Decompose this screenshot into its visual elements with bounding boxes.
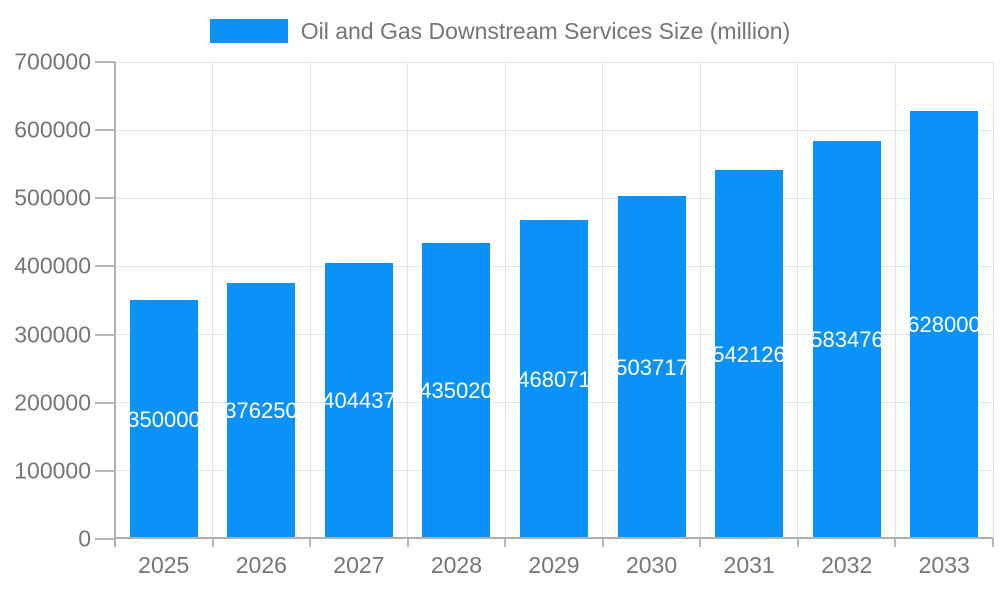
x-axis-label: 2026 <box>235 552 287 578</box>
plot-area: 350000 376250 404437 435020 468071 503717 5421… <box>115 61 994 539</box>
y-axis-tick <box>95 129 115 132</box>
bar-value-label: 583476 <box>813 327 881 352</box>
bar-value-label: 350000 <box>130 406 198 432</box>
bar-2027: 404437 <box>325 263 393 539</box>
y-axis-tick <box>95 61 115 63</box>
bar-value-label: 628000 <box>910 312 978 337</box>
gridline-vertical <box>602 62 604 539</box>
bar-value-label: 503717 <box>618 354 686 380</box>
x-axis-tick <box>601 539 604 547</box>
y-axis-label: 0 <box>78 525 91 552</box>
x-axis-label: 2027 <box>333 552 385 578</box>
y-axis-tick <box>95 469 115 472</box>
y-axis-label: 600000 <box>14 116 91 143</box>
chart-legend: Oil and Gas Downstream Services Size (mi… <box>0 8 1000 54</box>
gridline-vertical <box>407 62 409 539</box>
y-axis-label: 400000 <box>14 252 91 279</box>
gridline-horizontal <box>115 197 993 199</box>
y-axis-label: 100000 <box>14 457 91 484</box>
y-axis-line <box>114 62 116 547</box>
y-axis-label: 500000 <box>14 184 91 211</box>
bar-2031: 542126 <box>715 170 783 539</box>
bar-2032: 583476 <box>813 141 881 539</box>
gridline-vertical <box>212 62 214 539</box>
bar-value-label: 468071 <box>520 366 588 392</box>
bar-2030: 503717 <box>618 196 686 539</box>
x-axis-label: 2025 <box>138 552 190 578</box>
x-axis-label: 2029 <box>528 552 580 578</box>
x-axis-tick <box>894 539 897 547</box>
y-axis-tick <box>95 401 115 404</box>
bar-2029: 468071 <box>520 220 588 539</box>
x-axis-tick <box>796 539 799 547</box>
x-axis-tick <box>699 539 702 547</box>
gridline-horizontal <box>115 129 993 131</box>
y-axis-tick <box>95 197 115 200</box>
gridline-vertical <box>309 62 311 539</box>
bar-value-label: 376250 <box>227 398 295 423</box>
x-axis-line <box>115 537 993 539</box>
y-axis-label: 300000 <box>14 321 91 348</box>
legend-series-label: Oil and Gas Downstream Services Size (mi… <box>300 17 791 44</box>
bar-value-label: 542126 <box>715 341 783 367</box>
bar-2025: 350000 <box>130 300 198 539</box>
x-axis-label: 2033 <box>918 552 970 578</box>
x-axis-tick <box>211 539 214 547</box>
y-axis-label: 200000 <box>14 389 91 416</box>
x-axis-tick <box>992 539 994 547</box>
bar-2026: 376250 <box>227 283 295 539</box>
bar-2028: 435020 <box>422 243 490 539</box>
y-axis-tick <box>95 333 115 336</box>
legend-swatch <box>209 19 288 43</box>
gridline-vertical <box>797 62 799 539</box>
x-axis-tick <box>406 539 409 547</box>
gridline-vertical <box>894 62 896 539</box>
gridline-horizontal <box>115 61 993 63</box>
y-axis-tick <box>95 538 115 540</box>
gridline-vertical <box>699 62 701 539</box>
x-axis-label: 2030 <box>625 552 678 578</box>
y-axis-label: 700000 <box>14 48 91 75</box>
x-axis-label: 2032 <box>821 552 873 578</box>
gridline-vertical <box>504 62 506 539</box>
bar-value-label: 404437 <box>325 388 393 413</box>
y-axis-tick <box>95 265 115 268</box>
x-axis-tick <box>309 539 312 547</box>
gridline-vertical <box>992 62 994 539</box>
x-axis-label: 2031 <box>723 552 775 578</box>
x-axis-tick <box>504 539 507 547</box>
bar-value-label: 435020 <box>422 378 490 403</box>
bar-2033: 628000 <box>910 111 978 539</box>
x-axis-label: 2028 <box>430 552 483 578</box>
